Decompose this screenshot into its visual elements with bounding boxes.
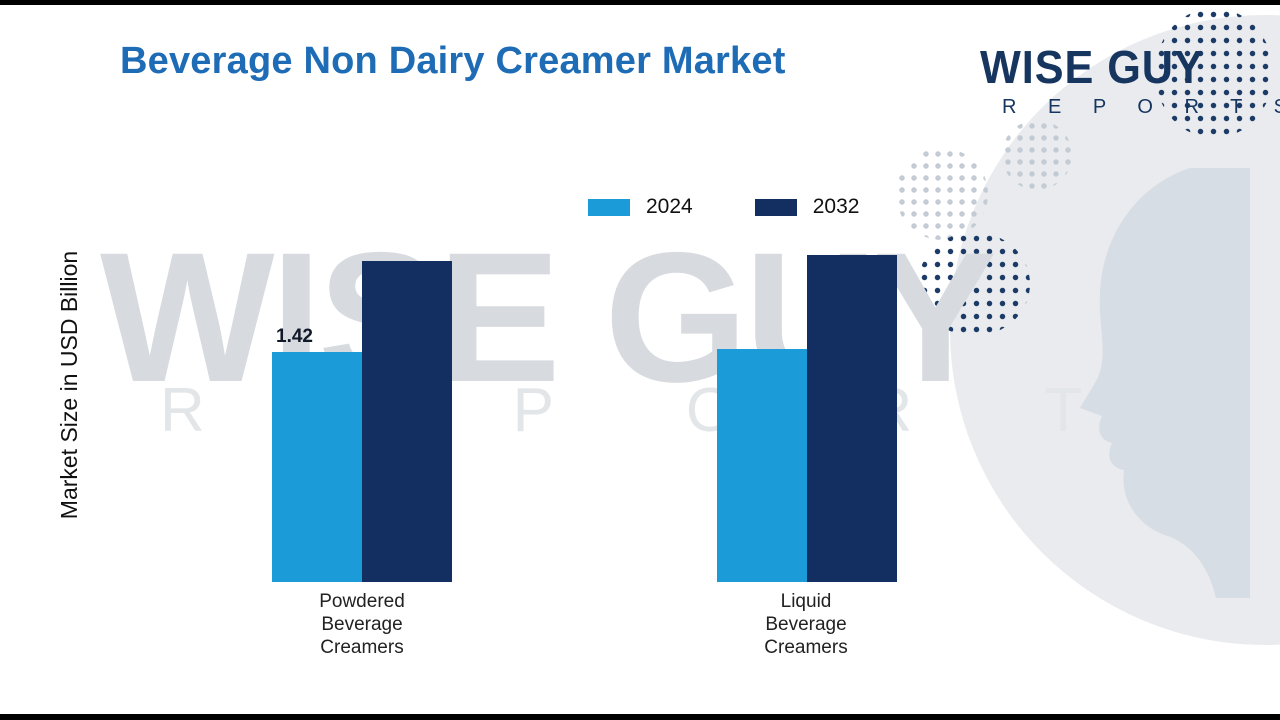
bar-group-liquid xyxy=(717,255,897,582)
legend-label-2032: 2032 xyxy=(812,195,860,218)
bar-value-label: 1.42 xyxy=(276,326,313,347)
y-axis-label: Market Size in USD Billion xyxy=(56,250,82,520)
dot-pattern-icon xyxy=(1155,8,1273,138)
dot-pattern-icon xyxy=(918,232,1030,336)
legend: 2024 2032 xyxy=(588,195,859,219)
legend-swatch-2024 xyxy=(588,198,630,216)
face-profile-silhouette xyxy=(1080,168,1250,598)
legend-label-2024: 2024 xyxy=(646,195,693,218)
legend-item-2032: 2032 xyxy=(754,195,860,219)
dot-pattern-icon xyxy=(896,148,988,240)
bar-liquid-2024 xyxy=(717,349,807,582)
category-label-powdered: Powdered Beverage Creamers xyxy=(319,591,405,658)
logo-wordmark: WISE GUY xyxy=(980,41,1204,93)
bar-group-powdered: 1.42 xyxy=(272,261,452,582)
top-border xyxy=(0,0,1280,5)
legend-item-2024: 2024 xyxy=(588,195,693,219)
wiseguy-logo: WISE GUY R E P O R T S xyxy=(980,40,1280,119)
bar-powdered-2024: 1.42 xyxy=(272,326,362,582)
bottom-border xyxy=(0,714,1280,720)
legend-swatch-2032 xyxy=(754,198,797,216)
chart-area: 1.42 xyxy=(0,162,1280,582)
logo-reports-text: R E P O R T S xyxy=(1002,96,1280,118)
dot-pattern-icon xyxy=(1002,120,1072,190)
bar-liquid-2032 xyxy=(807,255,897,582)
bar-powdered-2032 xyxy=(362,261,452,582)
page-title: Beverage Non Dairy Creamer Market xyxy=(120,40,786,82)
category-label-liquid: Liquid Beverage Creamers xyxy=(764,591,848,658)
